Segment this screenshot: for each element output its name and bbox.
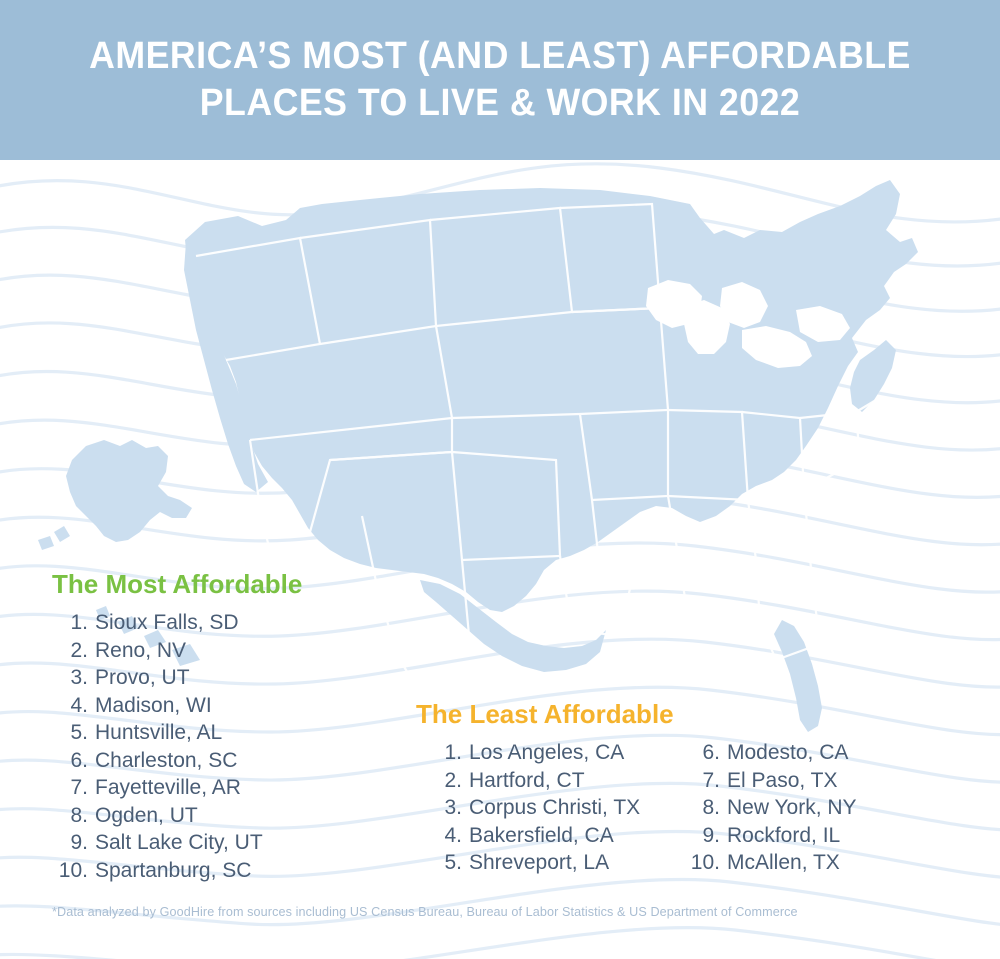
most-affordable-item-rank: 2. — [70, 638, 88, 662]
list-item: 5. Huntsville, AL — [52, 719, 472, 747]
least-affordable-list-left: 1. Los Angeles, CA 2. Hartford, CT 3. Corpus … — [426, 739, 684, 877]
list-item: 9. Salt Lake City, UT — [52, 829, 472, 857]
least-affordable-item-city: Los Angeles, CA — [469, 741, 625, 764]
most-affordable-item-city: Reno, NV — [95, 638, 187, 662]
list-item: 8. Ogden, UT — [52, 802, 472, 830]
list-item: 5. Shreveport, LA — [426, 849, 684, 877]
most-affordable-item-rank: 6. — [70, 748, 88, 772]
list-item: 2. Reno, NV — [52, 637, 472, 665]
least-affordable-item-rank: 1. — [444, 741, 462, 764]
least-affordable-item-city: New York, NY — [727, 796, 857, 819]
list-item: 10. Spartanburg, SC — [52, 857, 472, 885]
least-affordable-item-rank: 6. — [702, 741, 720, 764]
list-item: 1. Los Angeles, CA — [426, 739, 684, 767]
page-title: AMERICA’S MOST (AND LEAST) AFFORDABLE PL… — [89, 35, 911, 124]
least-affordable-item-rank: 9. — [702, 823, 720, 847]
least-affordable-item-rank: 3. — [444, 796, 462, 819]
legend-most-affordable: The Most Affordable 1. Sioux Falls, SD 2. R… — [52, 568, 472, 884]
list-item: 3. Provo, UT — [52, 664, 472, 692]
most-affordable-item-city: Madison, WI — [95, 693, 212, 717]
list-item: 2. Hartford, CT — [426, 767, 684, 795]
most-affordable-item-city: Provo, UT — [95, 666, 190, 689]
list-item: 4. Madison, WI — [52, 692, 472, 720]
list-item: 1. Sioux Falls, SD — [52, 609, 472, 637]
list-item: 8. New York, NY — [684, 794, 942, 822]
most-affordable-item-city: Spartanburg, SC — [95, 858, 252, 882]
most-affordable-item-city: Charleston, SC — [95, 748, 238, 772]
list-item: 10. McAllen, TX — [684, 849, 942, 877]
list-item: 6. Charleston, SC — [52, 747, 472, 775]
legend-least-heading: The Least Affordable — [416, 699, 674, 729]
list-item: 4. Bakersfield, CA — [426, 822, 684, 850]
least-affordable-item-city: McAllen, TX — [727, 851, 840, 874]
most-affordable-item-rank: 10. — [58, 858, 88, 882]
most-affordable-item-rank: 7. — [70, 776, 88, 799]
most-affordable-item-rank: 1. — [70, 611, 88, 634]
us-map: 2893147510664173105982 — [0, 160, 1000, 760]
most-affordable-list: 1. Sioux Falls, SD 2. Reno, NV 3. Provo, UT 4.… — [52, 609, 472, 884]
most-affordable-item-rank: 3. — [70, 666, 88, 689]
least-affordable-item-city: Corpus Christi, TX — [469, 796, 641, 819]
least-affordable-item-rank: 5. — [444, 851, 462, 874]
list-item: 3. Corpus Christi, TX — [426, 794, 684, 822]
least-affordable-item-city: Bakersfield, CA — [469, 823, 614, 847]
most-affordable-item-city: Salt Lake City, UT — [95, 831, 263, 854]
most-affordable-item-rank: 5. — [70, 721, 88, 744]
least-affordable-list-right: 6. Modesto, CA 7. El Paso, TX 8. New York, NY… — [684, 739, 942, 877]
most-affordable-item-rank: 8. — [70, 803, 88, 827]
us-map-svg — [38, 180, 918, 732]
most-affordable-item-city: Ogden, UT — [95, 803, 198, 827]
list-item: 6. Modesto, CA — [684, 739, 942, 767]
least-affordable-item-rank: 7. — [702, 768, 720, 792]
least-affordable-item-rank: 4. — [444, 823, 462, 847]
most-affordable-item-rank: 4. — [70, 693, 88, 717]
most-affordable-item-city: Fayetteville, AR — [95, 776, 241, 799]
legend-most-heading: The Most Affordable — [52, 569, 303, 599]
legend-least-affordable: The Least Affordable 1. Los Angeles, CA 2.… — [416, 698, 976, 877]
least-affordable-item-city: Hartford, CT — [469, 768, 585, 792]
list-item: 9. Rockford, IL — [684, 822, 942, 850]
most-affordable-item-rank: 9. — [70, 831, 88, 854]
footnote: *Data analyzed by GoodHire from sources … — [52, 904, 798, 919]
list-item: 7. El Paso, TX — [684, 767, 942, 795]
least-affordable-item-city: Rockford, IL — [727, 823, 841, 847]
least-affordable-item-city: Shreveport, LA — [469, 851, 610, 874]
most-affordable-item-city: Sioux Falls, SD — [95, 611, 239, 634]
least-affordable-item-city: Modesto, CA — [727, 741, 849, 764]
least-affordable-item-city: El Paso, TX — [727, 768, 838, 792]
least-affordable-item-rank: 10. — [690, 851, 720, 874]
least-affordable-item-rank: 8. — [702, 796, 720, 819]
least-affordable-item-rank: 2. — [444, 768, 462, 792]
header-banner: AMERICA’S MOST (AND LEAST) AFFORDABLE PL… — [0, 0, 1000, 160]
most-affordable-item-city: Huntsville, AL — [95, 721, 223, 744]
state-boundaries — [195, 202, 877, 701]
list-item: 7. Fayetteville, AR — [52, 774, 472, 802]
